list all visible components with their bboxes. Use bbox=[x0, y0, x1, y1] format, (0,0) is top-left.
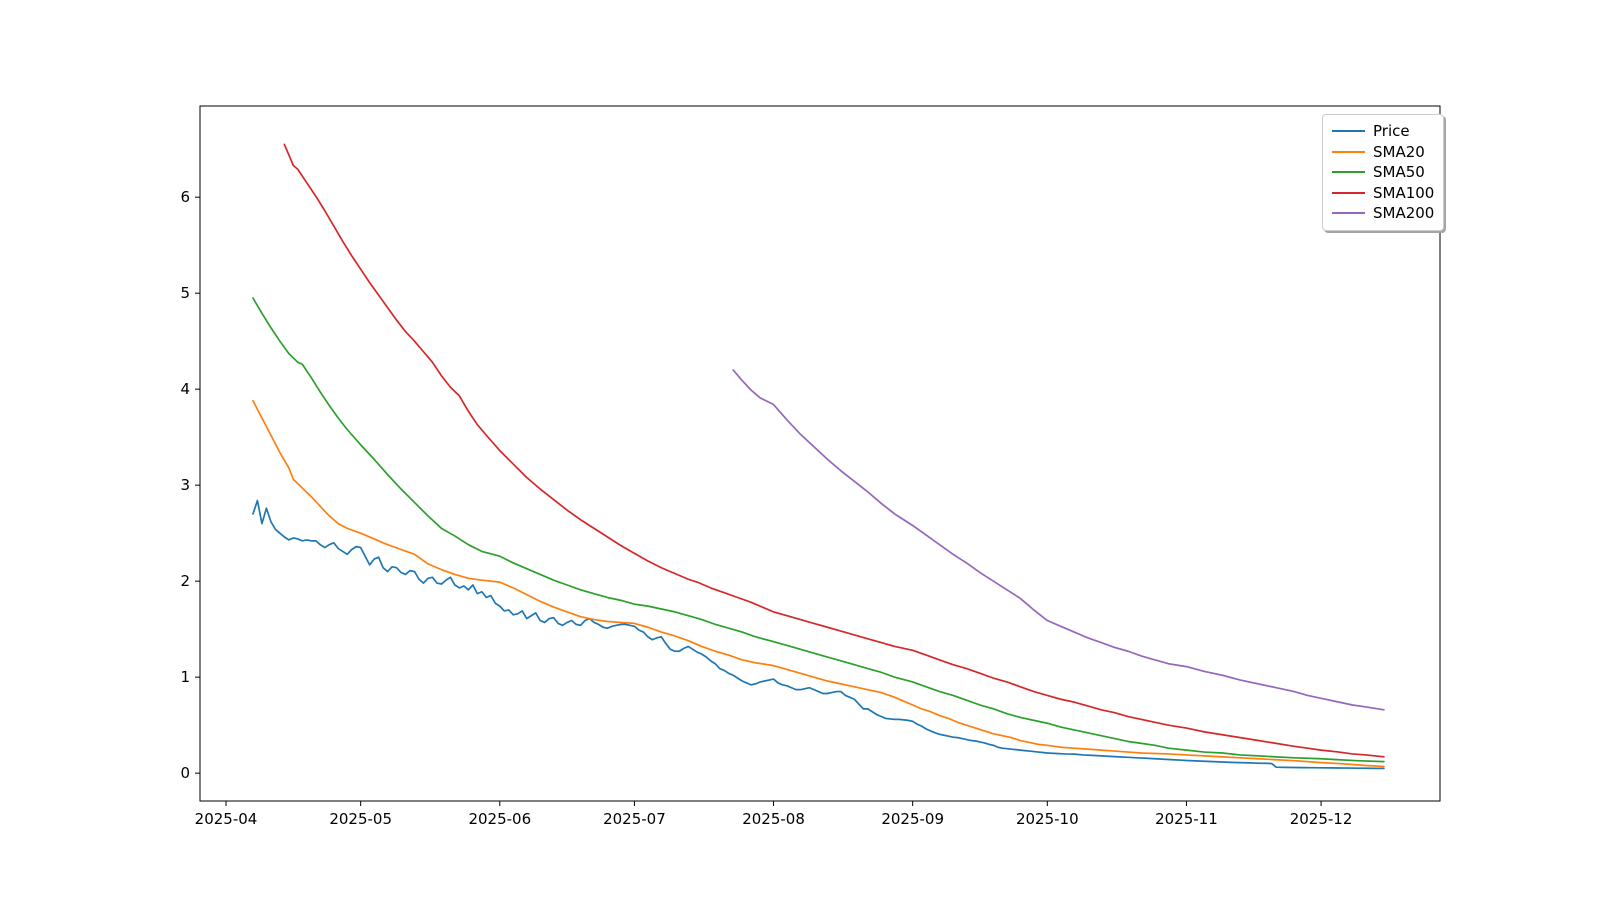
axes-frame bbox=[199, 105, 1441, 802]
series-line-price bbox=[252, 499, 1385, 770]
x-tick-label: 2025-05 bbox=[329, 810, 392, 828]
legend-line-sample-sma50 bbox=[1332, 171, 1365, 174]
legend-label-price: Price bbox=[1373, 122, 1410, 141]
legend-label-sma50: SMA50 bbox=[1373, 163, 1425, 182]
x-tick-label: 2025-08 bbox=[742, 810, 805, 828]
legend-item-sma200: SMA200 bbox=[1332, 203, 1434, 224]
legend-line-sample-sma200 bbox=[1332, 212, 1365, 215]
y-tick-label: 1 bbox=[180, 668, 190, 686]
x-tick-label: 2025-04 bbox=[195, 810, 258, 828]
legend-item-price: Price bbox=[1332, 121, 1434, 142]
legend-line-sample-price bbox=[1332, 130, 1365, 133]
legend-line-sample-sma100 bbox=[1332, 191, 1365, 194]
x-tick-label: 2025-10 bbox=[1016, 810, 1079, 828]
legend-line-sample-sma20 bbox=[1332, 150, 1365, 153]
legend-item-sma20: SMA20 bbox=[1332, 142, 1434, 163]
y-tick-label: 0 bbox=[180, 764, 190, 782]
series-line-sma100 bbox=[283, 143, 1385, 758]
x-tick-label: 2025-09 bbox=[881, 810, 944, 828]
series-line-sma200 bbox=[732, 369, 1385, 711]
legend-box: Price SMA20 SMA50 SMA100 SMA200 bbox=[1322, 114, 1445, 231]
x-tick-label: 2025-11 bbox=[1155, 810, 1218, 828]
series-line-sma50 bbox=[252, 297, 1385, 763]
x-tick-label: 2025-07 bbox=[603, 810, 666, 828]
legend-label-sma100: SMA100 bbox=[1373, 183, 1435, 202]
series-line-sma20 bbox=[252, 399, 1385, 768]
y-tick-label: 3 bbox=[180, 476, 190, 494]
x-tick-label: 2025-06 bbox=[468, 810, 531, 828]
legend-item-sma50: SMA50 bbox=[1332, 162, 1434, 183]
y-tick-label: 2 bbox=[180, 572, 190, 590]
legend-label-sma20: SMA20 bbox=[1373, 142, 1425, 161]
y-tick-label: 4 bbox=[180, 380, 190, 398]
legend-item-sma100: SMA100 bbox=[1332, 183, 1434, 204]
x-tick-label: 2025-12 bbox=[1290, 810, 1353, 828]
y-tick-label: 5 bbox=[180, 284, 190, 302]
y-tick-label: 6 bbox=[180, 188, 190, 206]
legend-label-sma200: SMA200 bbox=[1373, 204, 1435, 223]
